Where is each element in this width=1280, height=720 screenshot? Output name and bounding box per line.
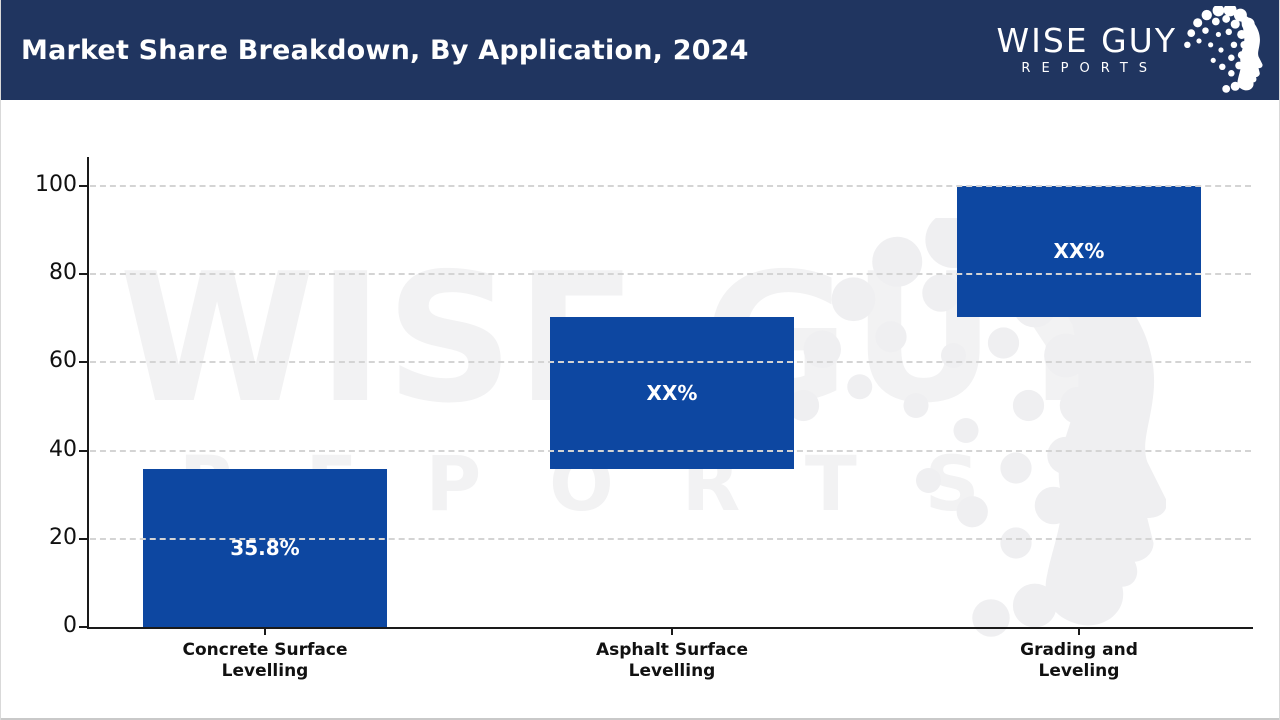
x-category-label-1: Concrete Surface Levelling — [182, 640, 348, 682]
x-category-label-3: Grading and Leveling — [1020, 640, 1138, 682]
y-tick-label-60: 60 — [49, 348, 77, 374]
y-tickmark-20 — [79, 537, 89, 540]
y-axis-line — [87, 157, 89, 629]
y-tickmark-60 — [79, 361, 89, 364]
x-category-label-2: Asphalt Surface Levelling — [595, 640, 749, 682]
bottom-border — [1, 718, 1279, 720]
y-tick-label-80: 80 — [49, 260, 77, 286]
wiseguy-face-icon — [1184, 6, 1263, 93]
bar-segment-1 — [143, 469, 387, 627]
y-tickmark-40 — [79, 449, 89, 452]
bar-value-label-3: XX% — [1053, 239, 1105, 264]
gridline-60 — [90, 361, 1251, 364]
bar-segment-3 — [957, 186, 1201, 317]
logo-wordmark-line2: REPORTS — [1021, 61, 1159, 76]
gridline-20 — [90, 537, 1251, 540]
bar-value-label-1: 35.8% — [230, 536, 300, 561]
y-tickmark-100 — [79, 185, 89, 187]
y-tick-label-40: 40 — [49, 436, 77, 462]
header-bar: Market Share Breakdown, By Application, … — [1, 0, 1279, 100]
wiseguy-logo: WISE GUY REPORTS — [996, 6, 1279, 94]
logo-wordmark-line1: WISE GUY — [996, 21, 1177, 60]
x-tickmark-3 — [1078, 627, 1080, 635]
logo-wordmark: WISE GUY REPORTS — [996, 24, 1177, 76]
gridline-80 — [90, 273, 1251, 276]
gridline-40 — [90, 449, 1251, 452]
gridline-100 — [90, 185, 1251, 187]
y-tickmark-80 — [79, 273, 89, 276]
bar-value-label-2: XX% — [646, 381, 698, 406]
y-tick-label-20: 20 — [49, 524, 77, 550]
x-axis-line — [87, 627, 1253, 629]
y-tick-label-100: 100 — [35, 172, 77, 197]
page-title: Market Share Breakdown, By Application, … — [21, 34, 749, 66]
x-tickmark-2 — [671, 627, 673, 635]
y-tickmark-0 — [79, 626, 89, 628]
bar-segment-2 — [550, 316, 794, 470]
x-tickmark-1 — [264, 627, 266, 635]
y-tick-label-0: 0 — [63, 613, 77, 638]
